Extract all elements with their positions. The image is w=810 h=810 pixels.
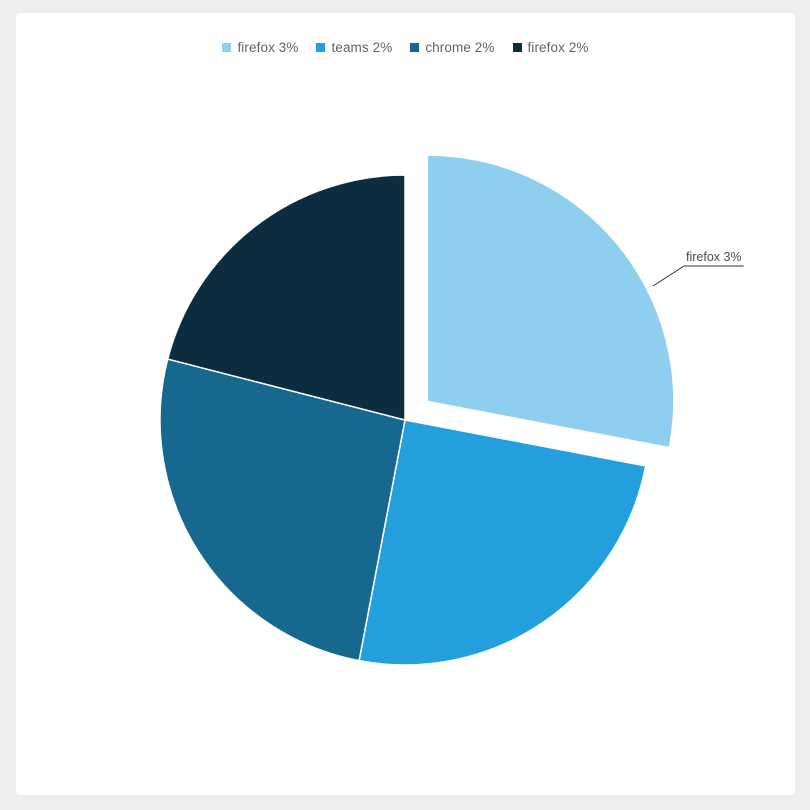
pie-slice-firefox-3-[interactable]: [428, 155, 674, 447]
legend-swatch-firefox-3-icon: [222, 43, 232, 52]
pie-slice-chrome-2-[interactable]: [159, 358, 406, 662]
legend-label-teams-2: teams 2%: [331, 40, 393, 55]
legend-label-chrome-2: chrome 2%: [425, 40, 495, 55]
callout-leader-line: [652, 265, 744, 287]
legend-label-firefox-3: firefox 3%: [237, 40, 299, 55]
pie-slice-group: [159, 155, 674, 666]
chart-legend: firefox 3% teams 2% chrome 2% firefox 2%: [16, 40, 795, 55]
legend-label-firefox-2: firefox 2%: [527, 40, 589, 55]
legend-item-firefox-3[interactable]: firefox 3%: [222, 40, 298, 55]
pie-slice-teams-2-[interactable]: [358, 419, 647, 666]
callout-label-firefox-3: firefox 3%: [686, 250, 742, 264]
legend-item-firefox-2[interactable]: firefox 2%: [512, 40, 589, 55]
legend-swatch-chrome-2-icon: [410, 43, 420, 52]
legend-item-teams-2[interactable]: teams 2%: [316, 40, 392, 55]
legend-swatch-teams-2-icon: [316, 43, 326, 52]
legend-item-chrome-2[interactable]: chrome 2%: [410, 40, 494, 55]
legend-swatch-firefox-2-icon: [512, 43, 522, 52]
pie-slice-firefox-2-[interactable]: [166, 174, 406, 421]
chart-card: firefox 3% teams 2% chrome 2% firefox 2%…: [16, 13, 795, 795]
pie-callout-group: firefox 3%: [652, 250, 744, 287]
